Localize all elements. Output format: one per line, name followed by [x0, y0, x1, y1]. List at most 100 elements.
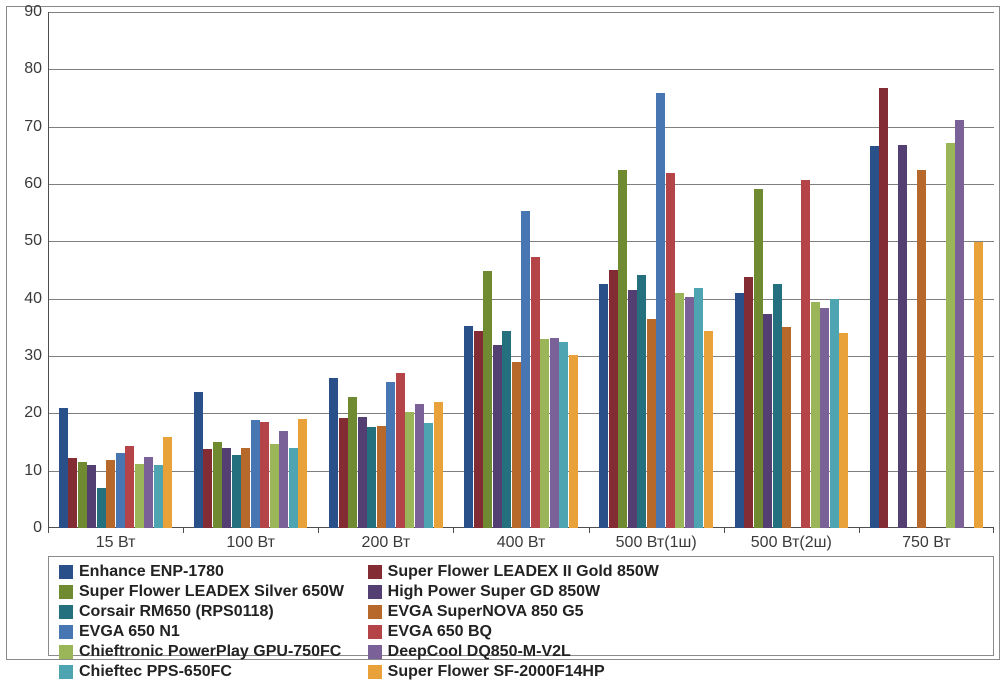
legend-label: EVGA SuperNOVA 850 G5 [388, 603, 584, 621]
bar [386, 382, 395, 528]
bar [647, 319, 656, 528]
x-tick [48, 528, 49, 533]
bar [550, 338, 559, 528]
bar [144, 457, 153, 528]
bar [270, 444, 279, 528]
bar [898, 145, 907, 528]
bar [609, 270, 618, 528]
gridline [48, 127, 994, 128]
x-tick [859, 528, 860, 533]
bar [396, 373, 405, 528]
bar [675, 293, 684, 528]
y-tick-label: 80 [24, 60, 42, 78]
y-tick-label: 10 [24, 462, 42, 480]
x-tick [453, 528, 454, 533]
x-tick-label: 750 Вт [902, 534, 951, 552]
x-tick [183, 528, 184, 533]
bar [763, 314, 772, 528]
bar [251, 420, 260, 528]
bar [260, 422, 269, 528]
bar [830, 299, 839, 528]
legend-swatch [368, 565, 382, 579]
bar [194, 392, 203, 528]
bar [820, 308, 829, 528]
bar [946, 143, 955, 528]
x-tick-label: 500 Вт(1ш) [616, 534, 697, 552]
legend-item: High Power Super GD 850W [368, 583, 669, 601]
legend-item: Corsair RM650 (RPS0118) [59, 603, 360, 621]
bar [213, 442, 222, 528]
legend-swatch [59, 645, 73, 659]
y-tick-label: 40 [24, 290, 42, 308]
legend-swatch [59, 625, 73, 639]
legend-label: Corsair RM650 (RPS0118) [79, 603, 274, 621]
legend-item: Enhance ENP-1780 [59, 563, 360, 581]
bar [656, 93, 665, 528]
bar [434, 402, 443, 528]
legend-swatch [368, 665, 382, 679]
x-tick [589, 528, 590, 533]
bar [694, 288, 703, 528]
bar [974, 242, 983, 528]
y-tick-label: 30 [24, 347, 42, 365]
bar [628, 290, 637, 528]
bar [377, 426, 386, 528]
bar [637, 275, 646, 528]
bar [125, 446, 134, 528]
bar [569, 355, 578, 528]
bar [955, 120, 964, 528]
legend-swatch [368, 605, 382, 619]
legend-swatch [368, 645, 382, 659]
bar [87, 465, 96, 528]
bar [232, 455, 241, 528]
y-tick-label: 70 [24, 118, 42, 136]
legend-item: Chieftronic PowerPlay GPU-750FC [59, 643, 360, 661]
legend-label: Super Flower LEADEX II Gold 850W [388, 563, 659, 581]
bar [801, 180, 810, 528]
bar [666, 173, 675, 528]
bar [483, 271, 492, 528]
bar [415, 404, 424, 528]
bar [135, 464, 144, 528]
bar [339, 418, 348, 528]
bar [599, 284, 608, 528]
bar [521, 211, 530, 528]
plot-area: 010203040506070809015 Вт100 Вт200 Вт400 … [48, 12, 994, 528]
legend-label: EVGA 650 BQ [388, 623, 492, 641]
bar [735, 293, 744, 528]
y-tick-label: 50 [24, 232, 42, 250]
legend: Enhance ENP-1780 Super Flower LEADEX II G… [48, 556, 994, 656]
legend-label: Super Flower LEADEX Silver 650W [79, 583, 344, 601]
bar [241, 448, 250, 528]
y-tick-label: 90 [24, 3, 42, 21]
legend-label: Enhance ENP-1780 [79, 563, 224, 581]
legend-item: EVGA SuperNOVA 850 G5 [368, 603, 669, 621]
bar [917, 170, 926, 528]
legend-swatch [59, 585, 73, 599]
bar [298, 419, 307, 528]
x-tick-label: 15 Вт [96, 534, 136, 552]
bar [154, 465, 163, 528]
legend-swatch [59, 605, 73, 619]
y-axis [48, 12, 49, 528]
legend-label: EVGA 650 N1 [79, 623, 180, 641]
bar [68, 458, 77, 528]
x-tick-label: 400 Вт [497, 534, 546, 552]
bar [348, 397, 357, 528]
bar [879, 88, 888, 528]
legend-swatch [368, 585, 382, 599]
bar [811, 302, 820, 528]
bar [97, 488, 106, 528]
bar [870, 146, 879, 528]
bar [279, 431, 288, 528]
x-tick [993, 528, 994, 533]
bar [163, 437, 172, 528]
bar [685, 297, 694, 528]
bar [289, 448, 298, 528]
bar [744, 277, 753, 528]
legend-item: EVGA 650 N1 [59, 623, 360, 641]
bar [531, 257, 540, 528]
legend-item: EVGA 650 BQ [368, 623, 669, 641]
bar [59, 408, 68, 528]
bar [203, 449, 212, 528]
